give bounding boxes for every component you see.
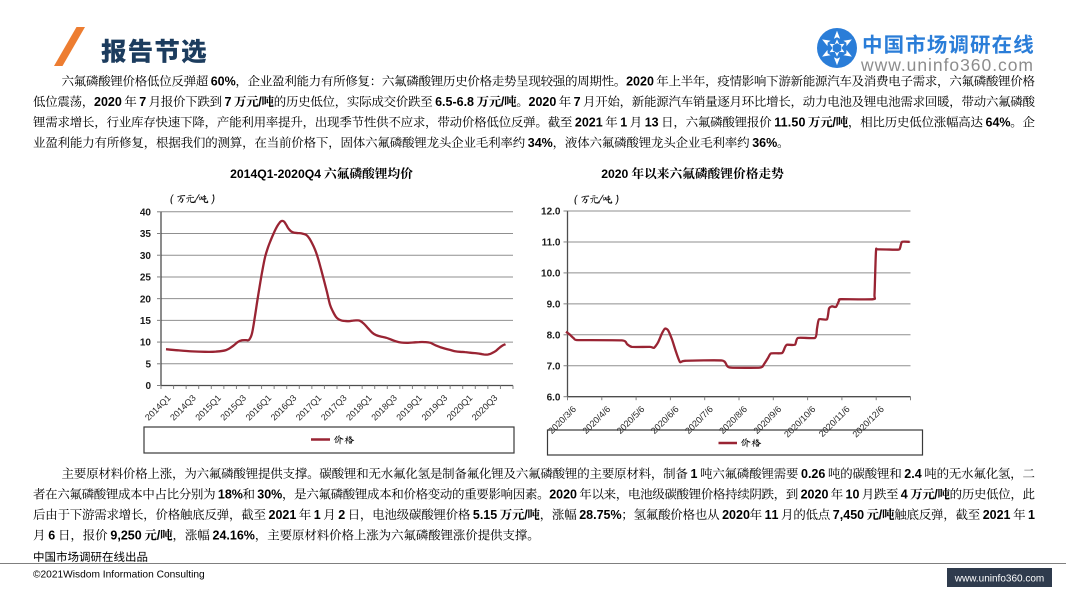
svg-text:1: 1: [620, 116, 627, 130]
svg-text:15: 15: [140, 316, 152, 327]
svg-text:7: 7: [574, 95, 581, 109]
svg-text:11.50: 11.50: [774, 116, 805, 130]
svg-text:www.uninfo360.com: www.uninfo360.com: [860, 55, 1033, 75]
svg-text:www.uninfo360.com: www.uninfo360.com: [954, 574, 1045, 585]
svg-text:2020: 2020: [549, 488, 577, 502]
svg-text:1: 1: [314, 508, 321, 522]
svg-text:12.0: 12.0: [541, 207, 561, 218]
svg-text:40: 40: [140, 207, 152, 218]
svg-text:2020/3/6: 2020/3/6: [546, 404, 578, 436]
svg-text:2020Q1: 2020Q1: [445, 393, 475, 423]
svg-text:36%: 36%: [752, 136, 777, 150]
svg-text:4: 4: [901, 488, 908, 502]
svg-text:2015Q1: 2015Q1: [193, 393, 223, 423]
svg-text:24.16%: 24.16%: [213, 529, 255, 543]
svg-text:/: /: [258, 95, 262, 109]
svg-text:2019Q3: 2019Q3: [420, 393, 450, 423]
svg-text:/: /: [524, 508, 528, 522]
svg-text:11.0: 11.0: [542, 238, 561, 249]
svg-text:2021: 2021: [575, 116, 603, 130]
svg-text:9,250: 9,250: [110, 529, 141, 543]
svg-text:1: 1: [1028, 508, 1035, 522]
svg-text:7,450: 7,450: [833, 508, 864, 522]
svg-text:60%: 60%: [211, 75, 236, 89]
svg-text:/: /: [832, 116, 836, 130]
svg-text:20: 20: [140, 294, 152, 305]
svg-text:2020: 2020: [94, 95, 122, 109]
svg-text:7: 7: [139, 95, 146, 109]
svg-text:6: 6: [48, 529, 55, 543]
svg-text:2014Q3: 2014Q3: [168, 393, 198, 423]
svg-text:10: 10: [140, 338, 152, 349]
svg-text:2017Q3: 2017Q3: [319, 393, 349, 423]
svg-text:/: /: [157, 529, 161, 543]
svg-text:2020/7/6: 2020/7/6: [683, 404, 715, 436]
svg-text:2020/5/6: 2020/5/6: [615, 404, 647, 436]
svg-text:1: 1: [691, 467, 698, 481]
svg-text:2020: 2020: [529, 95, 557, 109]
svg-text:10.0: 10.0: [541, 269, 561, 280]
svg-text:2020Q3: 2020Q3: [470, 393, 500, 423]
svg-text:2017Q1: 2017Q1: [294, 393, 324, 423]
svg-text:13: 13: [645, 116, 659, 130]
svg-text:2016Q3: 2016Q3: [269, 393, 299, 423]
svg-text:35: 35: [140, 229, 152, 240]
svg-text:2020: 2020: [801, 488, 829, 502]
svg-text:2020/4/6: 2020/4/6: [580, 404, 612, 436]
svg-text:2020/8/6: 2020/8/6: [717, 404, 749, 436]
svg-text:2014Q1: 2014Q1: [143, 393, 173, 423]
svg-text:2020/12/6: 2020/12/6: [851, 404, 886, 439]
svg-text:2014Q1-2020Q4: 2014Q1-2020Q4: [230, 167, 321, 181]
svg-text:2021: 2021: [269, 508, 297, 522]
svg-text:/: /: [934, 488, 938, 502]
svg-text:5: 5: [145, 359, 151, 370]
svg-text:©2021Wisdom Information Consul: ©2021Wisdom Information Consulting: [33, 570, 205, 581]
svg-text:6.5-6.8: 6.5-6.8: [435, 95, 474, 109]
svg-text:6.0: 6.0: [547, 392, 561, 403]
svg-text:2016Q1: 2016Q1: [244, 393, 274, 423]
svg-text:8.0: 8.0: [547, 330, 561, 341]
svg-text:2020: 2020: [601, 167, 628, 181]
svg-text:2020: 2020: [722, 508, 750, 522]
svg-text:28.75%: 28.75%: [579, 508, 621, 522]
svg-text:34%: 34%: [528, 136, 553, 150]
svg-text:2021: 2021: [983, 508, 1011, 522]
svg-text:2020/6/6: 2020/6/6: [649, 404, 681, 436]
svg-text:9.0: 9.0: [547, 299, 561, 310]
svg-text:64%: 64%: [986, 116, 1011, 130]
svg-text:7.0: 7.0: [547, 361, 561, 372]
svg-text:2: 2: [338, 508, 345, 522]
svg-text:2018Q3: 2018Q3: [369, 393, 399, 423]
svg-text:30%: 30%: [257, 488, 282, 502]
svg-text:2019Q1: 2019Q1: [394, 393, 424, 423]
svg-text:18%: 18%: [218, 488, 243, 502]
svg-text:2018Q1: 2018Q1: [344, 393, 374, 423]
svg-text:0.26: 0.26: [801, 467, 825, 481]
svg-text:2020/11/6: 2020/11/6: [817, 404, 852, 439]
svg-text:5.15: 5.15: [473, 508, 497, 522]
svg-text:/: /: [501, 95, 505, 109]
svg-text:0: 0: [145, 381, 151, 392]
svg-text:10: 10: [846, 488, 860, 502]
svg-text:25: 25: [140, 273, 152, 284]
svg-text:11: 11: [765, 508, 779, 522]
svg-text:2.4: 2.4: [904, 467, 921, 481]
svg-text:2020/9/6: 2020/9/6: [751, 404, 783, 436]
svg-text:7: 7: [225, 95, 232, 109]
svg-text:2015Q3: 2015Q3: [218, 393, 248, 423]
svg-text:2020: 2020: [626, 75, 654, 89]
svg-text:2020/10/6: 2020/10/6: [782, 404, 817, 439]
svg-text:30: 30: [140, 251, 152, 262]
svg-text:/: /: [879, 508, 883, 522]
